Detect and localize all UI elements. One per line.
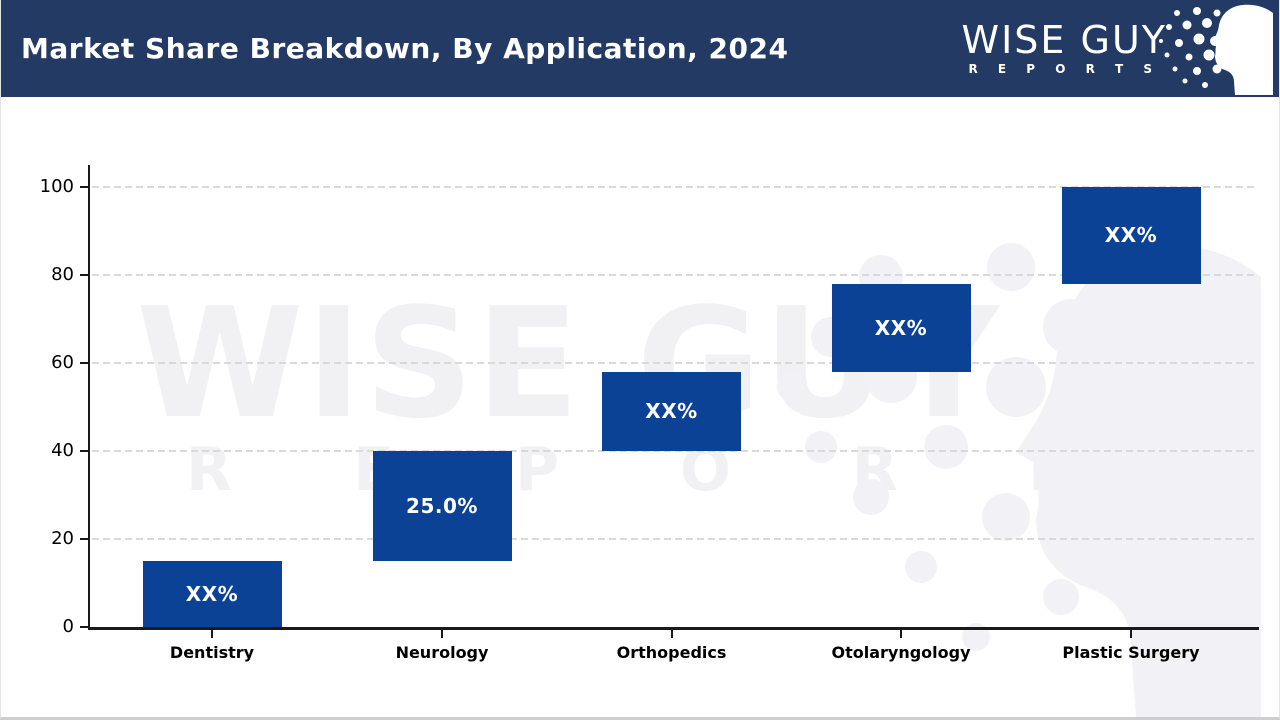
bar-label-neurology: 25.0% (406, 494, 478, 518)
bar-label-otolaryngology: XX% (874, 315, 928, 340)
gridline-40 (92, 450, 1257, 452)
gridline-20 (92, 538, 1257, 540)
x-tick-plastic-surgery (1130, 630, 1132, 638)
x-tick-orthopedics (670, 630, 673, 638)
x-category-label-neurology: Neurology (395, 643, 489, 662)
logo-text: WISE GUY R E P O R T S (961, 17, 1167, 77)
y-tick-label-80: 80 (51, 264, 74, 285)
y-tick-label-20: 20 (51, 528, 74, 549)
x-category-label-orthopedics: Orthopedics (616, 643, 727, 662)
chart-area: WISE GUY R E P O R T S 0 20 40 60 80 100 XX% De… (1, 97, 1279, 717)
y-tick-40 (80, 450, 88, 452)
logo-subtitle: R E P O R T S (968, 62, 1161, 77)
gridline-100 (92, 186, 1257, 188)
bar-plastic-surgery: XX% (1061, 187, 1201, 284)
wiseguy-logo: WISE GUY R E P O R T S (962, 3, 1273, 95)
y-tick-100 (80, 186, 88, 188)
bar-neurology: 25.0% (372, 451, 512, 561)
y-tick-0 (80, 626, 88, 628)
bar-label-orthopedics: XX% (645, 399, 698, 424)
y-tick-60 (80, 362, 88, 364)
gridline-80 (92, 274, 1257, 276)
bar-dentistry: XX% (142, 561, 282, 627)
x-category-label-otolaryngology: Otolaryngology (831, 643, 971, 662)
y-tick-label-0: 0 (62, 616, 74, 637)
logo-face-icon (1159, 4, 1273, 95)
x-axis-line (88, 627, 1259, 630)
bar-label-plastic-surgery: XX% (1104, 223, 1158, 248)
y-tick-label-40: 40 (51, 440, 74, 461)
logo-wordmark: WISE GUY (961, 17, 1167, 62)
y-tick-20 (80, 538, 88, 540)
bar-orthopedics: XX% (602, 371, 741, 451)
x-category-label-plastic-surgery: Plastic Surgery (1062, 643, 1200, 662)
y-tick-label-60: 60 (51, 352, 74, 373)
gridline-60 (92, 362, 1257, 364)
y-tick-80 (80, 274, 88, 276)
page-title: Market Share Breakdown, By Application, … (21, 32, 789, 65)
x-tick-neurology (441, 630, 443, 638)
header-bar: Market Share Breakdown, By Application, … (1, 0, 1279, 97)
x-category-label-dentistry: Dentistry (169, 643, 255, 662)
bar-label-dentistry: XX% (185, 582, 239, 606)
y-axis-line (88, 165, 90, 629)
y-tick-label-100: 100 (39, 176, 74, 197)
x-tick-dentistry (211, 630, 213, 638)
x-tick-otolaryngology (900, 630, 902, 638)
bar-otolaryngology: XX% (831, 283, 971, 372)
